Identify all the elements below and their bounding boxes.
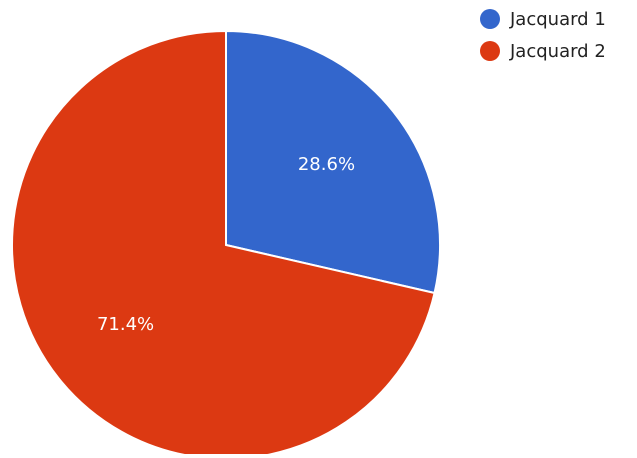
pie-label-jacquard-1: 28.6% bbox=[298, 154, 355, 175]
legend-item-jacquard-2[interactable]: Jacquard 2 bbox=[480, 38, 606, 64]
legend-label-jacquard-2: Jacquard 2 bbox=[510, 40, 606, 62]
legend-label-jacquard-1: Jacquard 1 bbox=[510, 8, 606, 30]
pie-slice-jacquard-2[interactable] bbox=[11, 29, 436, 458]
legend: Jacquard 1 Jacquard 2 bbox=[480, 6, 606, 70]
legend-item-jacquard-1[interactable]: Jacquard 1 bbox=[480, 6, 606, 32]
legend-swatch-jacquard-1 bbox=[480, 9, 500, 29]
legend-swatch-jacquard-2 bbox=[480, 41, 500, 61]
pie-label-jacquard-2: 71.4% bbox=[97, 314, 154, 335]
pie-slice-jacquard-1[interactable] bbox=[225, 29, 441, 295]
